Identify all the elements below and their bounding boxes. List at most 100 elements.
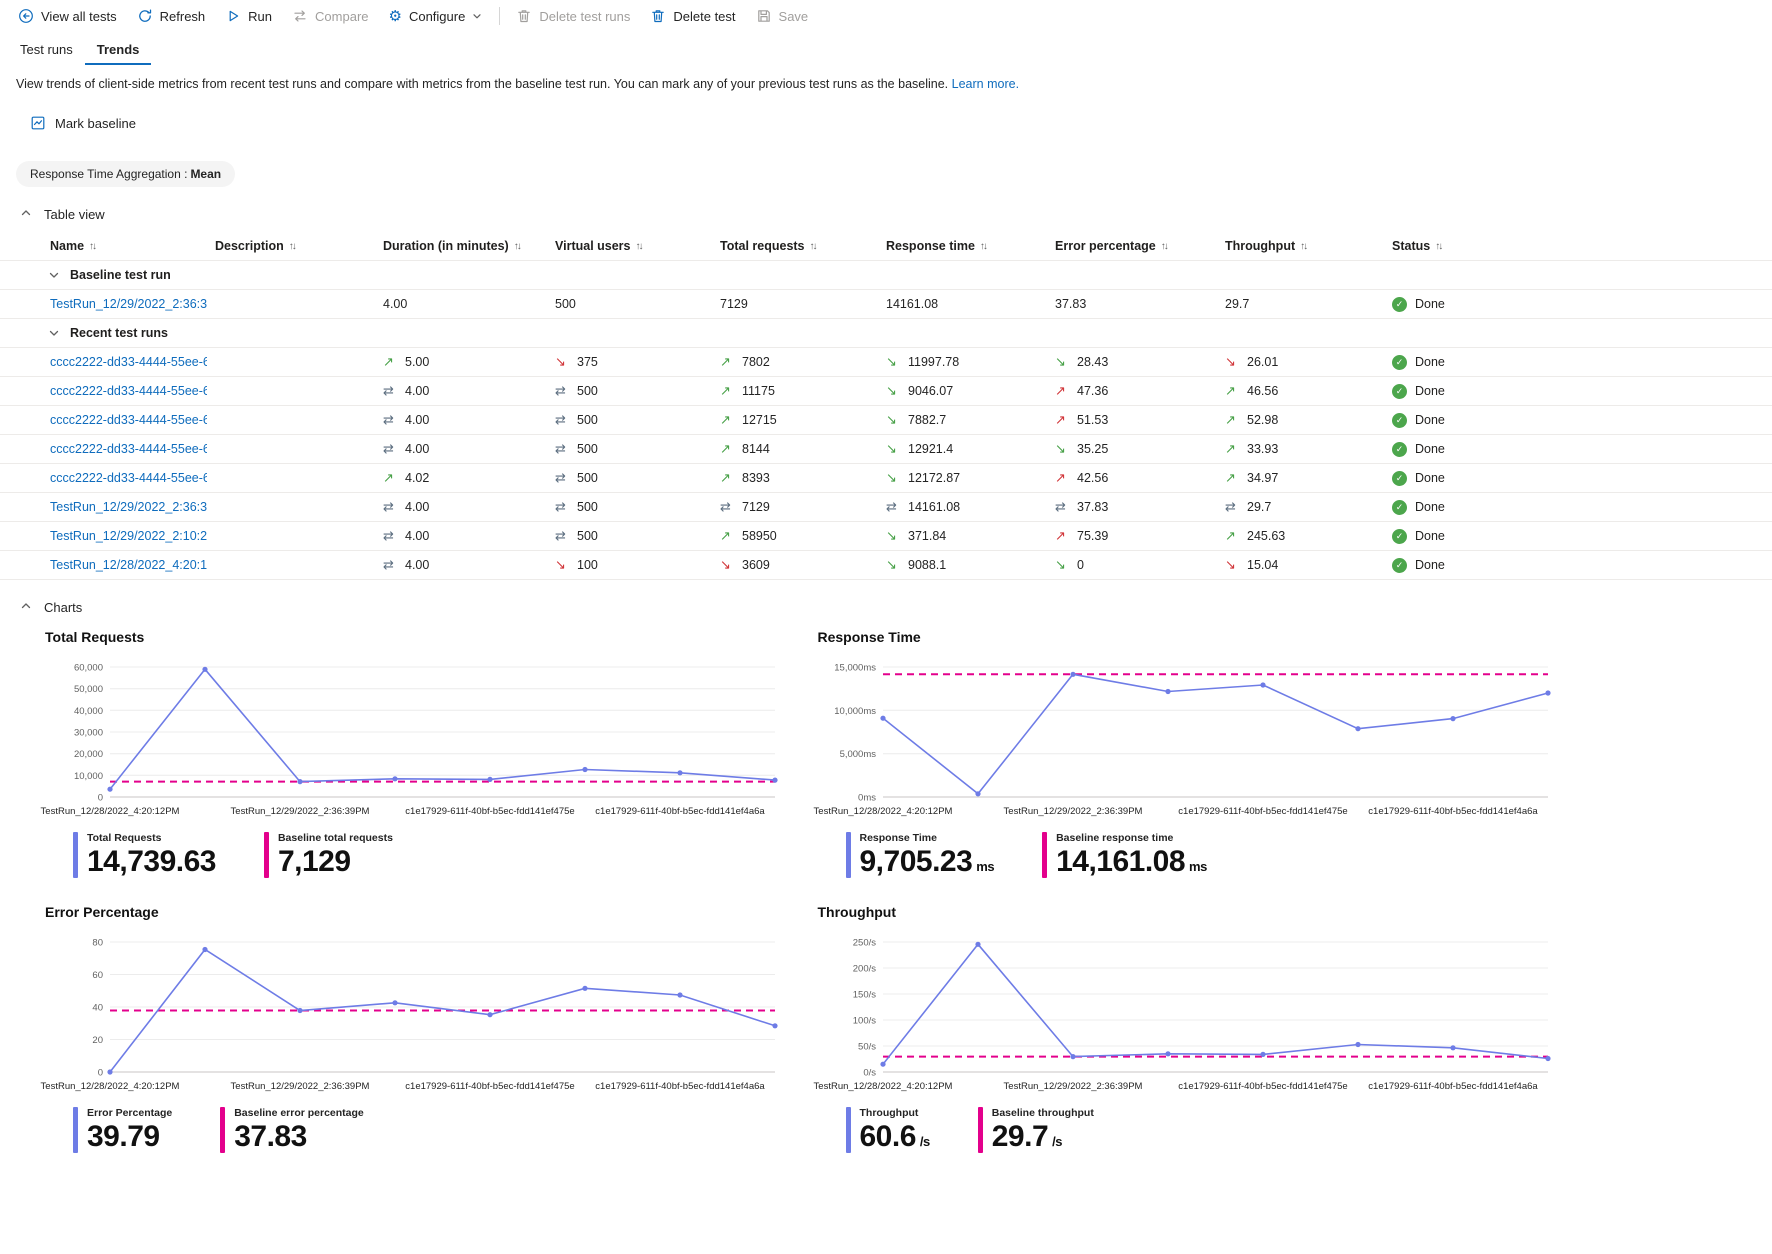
cell-status: ✓ Done — [1392, 296, 1772, 312]
column-header-description[interactable]: Description ↑↓ — [215, 239, 383, 253]
delete-test-button[interactable]: Delete test — [640, 4, 745, 28]
metric-value: 29.7 — [1247, 500, 1272, 514]
configure-button[interactable]: ⚙ Configure — [379, 5, 494, 28]
legend-color-bar — [263, 832, 269, 878]
test-run-link[interactable]: TestRun_12/28/2022_4:20:12... — [50, 558, 207, 572]
column-header-duration[interactable]: Duration (in minutes) ↑↓ — [383, 239, 555, 253]
metric-value: 4.00 — [405, 500, 430, 514]
svg-text:TestRun_12/29/2022_2:36:39PM: TestRun_12/29/2022_2:36:39PM — [231, 806, 370, 817]
column-header-virtual-users[interactable]: Virtual users ↑↓ — [555, 239, 720, 253]
metric-unit: /s — [1052, 1134, 1062, 1149]
cell-error-percentage: ↗ 51.53 — [1055, 412, 1225, 428]
metric-value: 4.00 — [405, 384, 430, 398]
chart-legend: Error Percentage 39.79 Baseline error perc… — [73, 1107, 788, 1153]
column-header-response-time[interactable]: Response time ↑↓ — [886, 239, 1055, 253]
tab-test-runs[interactable]: Test runs — [20, 42, 73, 57]
metric-value: 37.83 — [1055, 297, 1087, 311]
done-check-icon: ✓ — [1392, 383, 1407, 399]
trend-same-icon: ⇄ — [383, 441, 394, 456]
metric-label: Baseline throughput — [991, 1107, 1094, 1119]
svg-text:40,000: 40,000 — [74, 706, 103, 717]
table-view-section-toggle[interactable]: Table view — [20, 207, 1772, 222]
column-header-error-percentage[interactable]: Error percentage ↑↓ — [1055, 239, 1225, 253]
column-header-throughput[interactable]: Throughput ↑↓ — [1225, 239, 1392, 253]
column-header-name[interactable]: Name ↑↓ — [50, 239, 215, 253]
cell-error-percentage: ↘ 35.25 — [1055, 441, 1225, 457]
metric-error-percentage: Error Percentage 39.79 — [73, 1107, 172, 1153]
column-header-total-requests[interactable]: Total requests ↑↓ — [720, 239, 886, 253]
status-label: Done — [1415, 355, 1445, 369]
trend-down-icon: ↘ — [1055, 354, 1066, 369]
run-button[interactable]: Run — [215, 4, 282, 28]
metric-value: 12172.87 — [908, 471, 961, 485]
done-check-icon: ✓ — [1392, 499, 1407, 515]
response-time-aggregation-pill[interactable]: Response Time Aggregation : Mean — [16, 161, 236, 187]
cell-duration: ⇄ 4.00 — [383, 528, 555, 544]
metric-value: 7802 — [742, 355, 770, 369]
section-title: Charts — [44, 600, 83, 615]
status-label: Done — [1415, 413, 1445, 427]
test-run-link[interactable]: cccc2222-dd33-4444-55ee-66... — [50, 471, 207, 485]
done-check-icon: ✓ — [1392, 441, 1407, 457]
cell-error-percentage: 37.83 — [1055, 297, 1225, 311]
mark-baseline-button[interactable]: Mark baseline — [30, 115, 136, 131]
group-row[interactable]: Baseline test run — [0, 261, 1772, 290]
test-run-link[interactable]: cccc2222-dd33-4444-55ee-66... — [50, 413, 207, 427]
cell-throughput: ↘ 15.04 — [1225, 557, 1392, 573]
table-row[interactable]: TestRun_12/28/2022_4:20:12... ⇄ 4.00 ↘ 100 ↘ 3… — [0, 551, 1772, 580]
cell-throughput: ⇄ 29.7 — [1225, 499, 1392, 515]
tab-bar: Test runs Trends — [0, 32, 1772, 65]
chart-legend: Throughput 60.6/s Baseline throughput 29.7/… — [845, 1107, 1561, 1153]
legend-color-bar — [220, 1107, 226, 1153]
test-run-link[interactable]: cccc2222-dd33-4444-55ee-66... — [50, 384, 207, 398]
svg-text:200/s: 200/s — [852, 964, 875, 975]
cell-throughput: ↘ 26.01 — [1225, 354, 1392, 370]
test-run-link[interactable]: cccc2222-dd33-4444-55ee-66... — [50, 442, 207, 456]
refresh-button[interactable]: Refresh — [127, 4, 216, 28]
table-row[interactable]: cccc2222-dd33-4444-55ee-66... ⇄ 4.00 ⇄ 500 ↗ 8… — [0, 435, 1772, 464]
description-body: View trends of client-side metrics from … — [16, 77, 949, 91]
metric-value: 8144 — [742, 442, 770, 456]
trend-same-icon: ⇄ — [555, 412, 566, 427]
table-row[interactable]: cccc2222-dd33-4444-55ee-66... ⇄ 4.00 ⇄ 500 ↗ 1… — [0, 377, 1772, 406]
metric-value: 500 — [555, 297, 576, 311]
cell-total-requests: ↘ 3609 — [720, 557, 886, 573]
table-row[interactable]: TestRun_12/29/2022_2:36:39... ⇄ 4.00 ⇄ 500 ⇄ 7… — [0, 493, 1772, 522]
cell-status: ✓ Done — [1392, 528, 1772, 544]
description-text: View trends of client-side metrics from … — [0, 65, 1772, 91]
cell-status: ✓ Done — [1392, 354, 1772, 370]
test-run-link[interactable]: TestRun_12/29/2022_2:10:26... — [50, 529, 207, 543]
column-header-status[interactable]: Status ↑↓ — [1392, 239, 1772, 253]
view-all-tests-button[interactable]: View all tests — [8, 4, 127, 28]
metric-value: 7882.7 — [908, 413, 947, 427]
metric-value: 12715 — [742, 413, 777, 427]
cell-error-percentage: ↗ 75.39 — [1055, 528, 1225, 544]
trend-down-icon: ↘ — [555, 557, 566, 572]
cell-virtual-users: ⇄ 500 — [555, 528, 720, 544]
metric-baseline-error-percentage: Baseline error percentage 37.83 — [220, 1107, 364, 1153]
svg-text:TestRun_12/28/2022_4:20:12PM: TestRun_12/28/2022_4:20:12PM — [813, 1081, 952, 1092]
charts-section-toggle[interactable]: Charts — [20, 600, 1772, 615]
learn-more-link[interactable]: Learn more. — [951, 77, 1020, 91]
chart-legend: Total Requests 14,739.63 Baseline total re… — [73, 832, 788, 878]
table-row[interactable]: cccc2222-dd33-4444-55ee-66... ↗ 5.00 ↘ 375 ↗ 7… — [0, 348, 1772, 377]
cell-name: cccc2222-dd33-4444-55ee-66... — [50, 471, 215, 485]
test-run-link[interactable]: TestRun_12/29/2022_2:36:39... — [50, 297, 207, 311]
cell-name: TestRun_12/29/2022_2:36:39... — [50, 297, 215, 311]
metric-value: 7,129 — [277, 845, 351, 878]
table-row[interactable]: cccc2222-dd33-4444-55ee-66... ↗ 4.02 ⇄ 500 ↗ 8… — [0, 464, 1772, 493]
trend-same-icon: ⇄ — [1055, 499, 1066, 514]
delete-test-runs-button: Delete test runs — [506, 4, 640, 28]
chevron-down-icon — [471, 10, 483, 22]
button-label: Run — [248, 8, 273, 24]
column-label: Throughput — [1225, 239, 1296, 253]
test-run-link[interactable]: cccc2222-dd33-4444-55ee-66... — [50, 355, 207, 369]
table-row[interactable]: TestRun_12/29/2022_2:10:26... ⇄ 4.00 ⇄ 500 ↗ 5… — [0, 522, 1772, 551]
table-row[interactable]: TestRun_12/29/2022_2:36:39... 4.00 500 7129… — [0, 290, 1772, 319]
table-row[interactable]: cccc2222-dd33-4444-55ee-66... ⇄ 4.00 ⇄ 500 ↗ 1… — [0, 406, 1772, 435]
test-run-link[interactable]: TestRun_12/29/2022_2:36:39... — [50, 500, 207, 514]
cell-total-requests: ↗ 58950 — [720, 528, 886, 544]
group-row[interactable]: Recent test runs — [0, 319, 1772, 348]
tab-trends[interactable]: Trends — [84, 34, 152, 65]
trend-down-icon: ↘ — [1055, 557, 1066, 572]
